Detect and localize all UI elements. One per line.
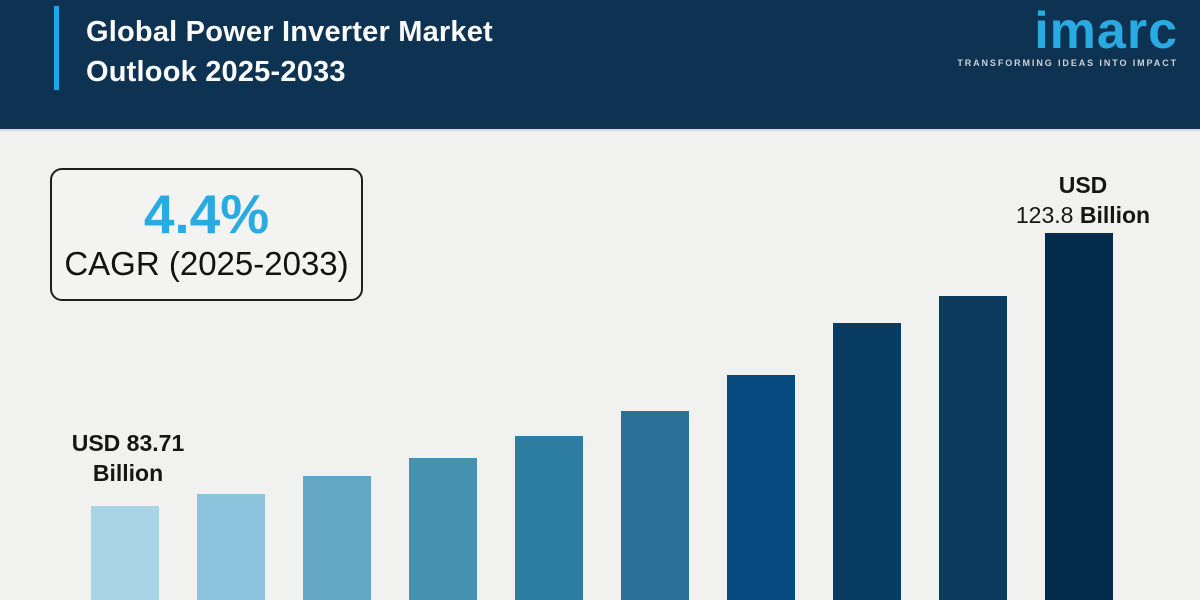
bar-2	[197, 494, 265, 600]
page-title: Global Power Inverter Market Outlook 202…	[86, 16, 493, 88]
bar-6	[621, 411, 689, 600]
bar-9	[939, 296, 1007, 600]
imarc-logo-tagline: TRANSFORMING IDEAS INTO IMPACT	[957, 58, 1178, 68]
bar-4	[409, 458, 477, 600]
start-value-label: USD 83.71 Billion	[48, 428, 208, 488]
end-value-label: USD 123.8 Billion	[1003, 170, 1163, 230]
cagr-label: CAGR (2025-2033)	[64, 244, 349, 282]
cagr-callout-box: 4.4% CAGR (2025-2033)	[50, 168, 363, 301]
start-value-line2: Billion	[92, 460, 164, 486]
end-value-number: 123.8	[1015, 202, 1074, 228]
imarc-logo: imarc TRANSFORMING IDEAS INTO IMPACT	[957, 2, 1178, 68]
bar-5	[515, 436, 583, 600]
imarc-logo-wordmark: imarc	[1034, 2, 1178, 60]
end-value-unit: Billion	[1079, 202, 1151, 228]
bar-10	[1045, 233, 1113, 600]
bar-series	[91, 220, 1113, 600]
bar-7	[727, 375, 795, 600]
end-value-line1: USD	[1058, 172, 1108, 198]
bar-3	[303, 476, 371, 600]
start-value-line1: USD 83.71	[71, 430, 185, 456]
bar-8	[833, 323, 901, 600]
bar-1	[91, 506, 159, 600]
header: Global Power Inverter Market Outlook 202…	[0, 0, 1200, 131]
title-accent-bar	[54, 6, 59, 90]
cagr-value: 4.4%	[143, 182, 270, 245]
